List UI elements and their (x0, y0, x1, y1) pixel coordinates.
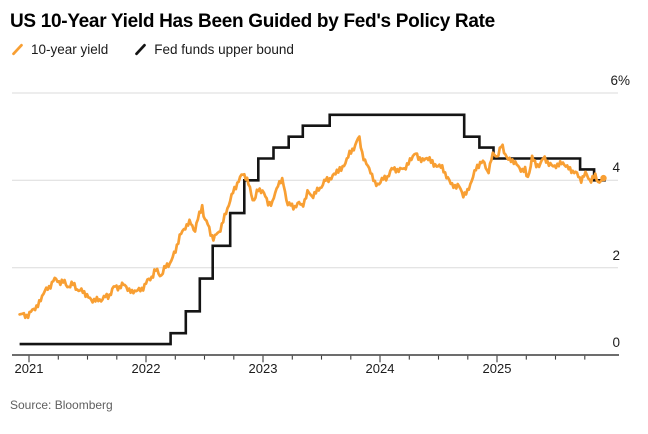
legend-item-fed-funds: Fed funds upper bound (134, 42, 294, 57)
y-axis-label-6: 6% (610, 73, 630, 88)
y-axis-label-4: 4 (612, 160, 620, 175)
yield-line (18, 135, 605, 320)
legend-item-10-year-yield: 10-year yield (11, 42, 108, 57)
x-axis-label-2021: 2021 (14, 361, 44, 376)
y-axis-label-0: 0 (612, 335, 620, 350)
yield-line-swatch-icon (12, 43, 23, 56)
source-label: Source: Bloomberg (10, 398, 113, 412)
yield-end-dot (600, 174, 607, 182)
x-axis-label-2022: 2022 (131, 361, 161, 376)
x-axis-label-2025: 2025 (482, 361, 512, 376)
x-axis-label-2023: 2023 (248, 361, 278, 376)
legend: 10-year yield Fed funds upper bound (11, 42, 294, 57)
chart-title: US 10-Year Yield Has Been Guided by Fed'… (10, 11, 495, 32)
legend-label-fed-funds: Fed funds upper bound (154, 42, 294, 57)
fed-funds-line (19, 113, 606, 346)
y-axis-label-2: 2 (612, 248, 620, 263)
legend-label-10-year-yield: 10-year yield (31, 42, 109, 57)
fed-funds-line-swatch-icon (135, 43, 147, 56)
x-axis-label-2024: 2024 (365, 361, 395, 376)
